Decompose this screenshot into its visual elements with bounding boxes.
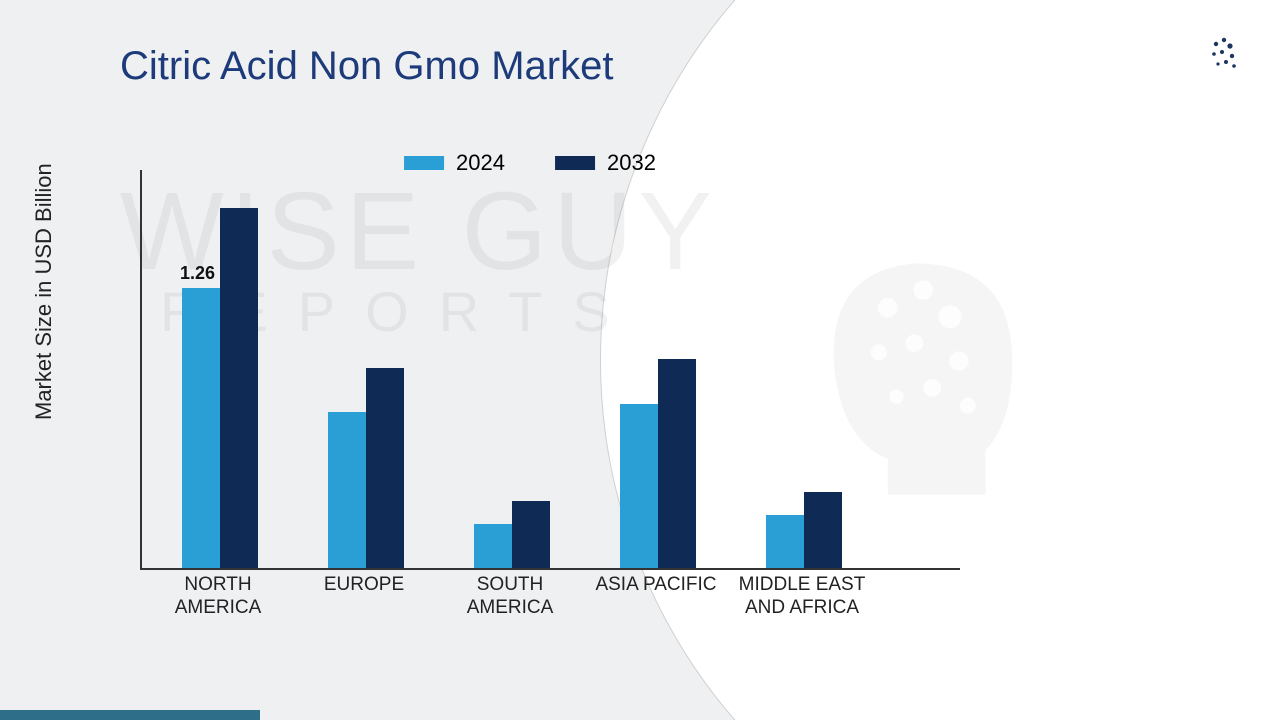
bar-2024 [474,524,512,568]
brand-name: WISE GUY [940,28,1188,62]
bar-2024 [766,515,804,568]
bar-2024 [620,404,658,568]
bar-group [328,368,404,568]
bar-2032 [804,492,842,568]
bar-2024 [328,412,366,568]
bar-group [620,359,696,568]
bar-group [474,501,550,568]
category-label: MIDDLE EAST AND AFRICA [737,574,867,620]
y-axis-label: Market Size in USD Billion [31,163,57,420]
bar-2032 [366,368,404,568]
chart-title: Citric Acid Non Gmo Market [120,44,613,89]
right-nav-panel [970,0,1280,720]
category-label: EUROPE [299,574,429,597]
footer-accent-bar [0,710,260,720]
category-label: NORTH AMERICA [153,574,283,620]
bar-group [766,492,842,568]
bar-value-label: 1.26 [180,263,215,284]
bar-2032 [220,208,258,568]
bar-2032 [512,501,550,568]
brand-subtitle: R E P O R T S [940,64,1128,79]
category-label: ASIA PACIFIC [591,574,721,597]
plot-area: 1.26 [140,170,960,570]
bar-chart: Market Size in USD Billion 2024 2032 1.2… [60,150,1000,690]
brand-logo: WISE GUY R E P O R T S [940,28,1248,88]
head-icon [1194,28,1248,88]
bar-2032 [658,359,696,568]
bar-2024: 1.26 [182,288,220,568]
legend-swatch-icon [404,156,444,170]
bar-group: 1.26 [182,208,258,568]
legend-swatch-icon [555,156,595,170]
category-label: SOUTH AMERICA [445,574,575,620]
